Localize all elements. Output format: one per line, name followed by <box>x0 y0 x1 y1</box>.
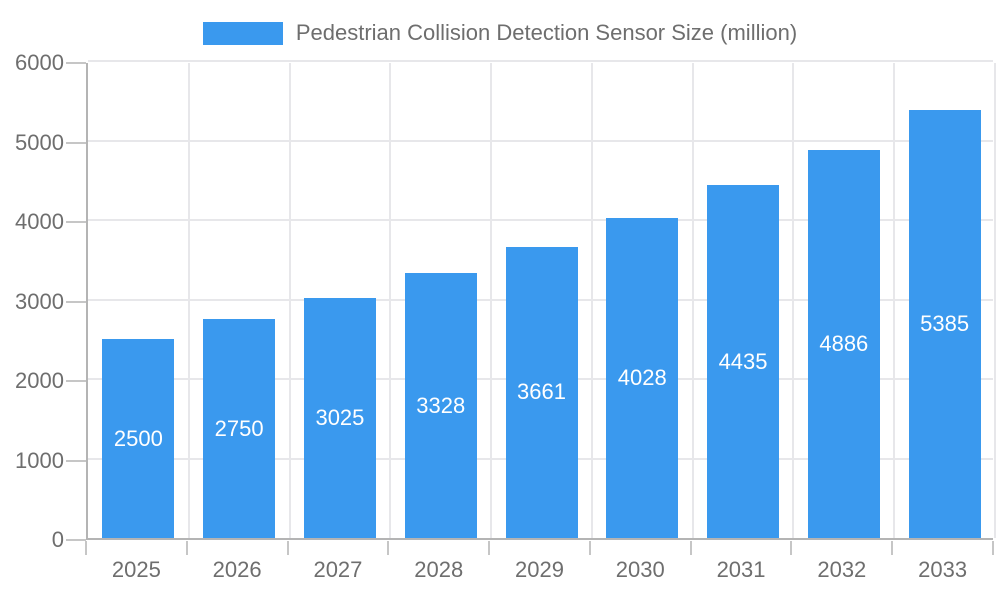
x-axis-tick <box>588 541 591 555</box>
y-axis-tick <box>66 380 86 382</box>
x-gridline <box>792 63 795 538</box>
y-axis-tick-label: 6000 <box>15 50 64 75</box>
y-axis-tick-label: 5000 <box>15 129 64 155</box>
x-gridline <box>994 63 996 538</box>
bar-value-label: 3025 <box>315 404 365 430</box>
y-axis-tick-label: 1000 <box>15 447 64 473</box>
x-gridline <box>187 63 190 538</box>
x-axis-tick <box>387 541 390 555</box>
x-gridline <box>691 63 694 538</box>
x-axis-tick <box>689 541 692 555</box>
bar-2033: 5385 <box>908 109 981 538</box>
x-axis-tick-label: 2025 <box>111 557 161 582</box>
bar-2032: 4886 <box>807 149 880 538</box>
y-axis-tick-label: 0 <box>51 527 64 552</box>
bar-2029: 3661 <box>505 246 578 538</box>
legend-label: Pedestrian Collision Detection Sensor Si… <box>295 20 798 45</box>
bar-value-label: 4886 <box>819 330 869 356</box>
y-axis-tick-label: 4000 <box>15 209 64 234</box>
x-axis-tick <box>790 541 793 555</box>
bar-2025: 2500 <box>102 339 175 538</box>
bar-value-label: 2750 <box>214 415 264 441</box>
x-axis-tick <box>992 541 994 555</box>
y-gridline <box>88 60 993 62</box>
y-axis-tick <box>66 62 86 64</box>
bar-2027: 3025 <box>303 297 376 538</box>
bar-value-label: 5385 <box>920 310 970 336</box>
x-axis-tick-label: 2032 <box>817 557 867 582</box>
y-axis-tick <box>66 459 86 462</box>
bar-value-label: 4435 <box>718 348 768 374</box>
x-axis-tick-label: 2033 <box>918 557 968 582</box>
bar-value-label: 2500 <box>113 425 163 451</box>
bar-value-label: 3661 <box>517 379 566 405</box>
y-axis-tick-label: 2000 <box>15 368 64 393</box>
bar-value-label: 3328 <box>416 392 466 418</box>
y-gridline <box>88 139 993 142</box>
x-gridline <box>490 63 493 538</box>
bar-2028: 3328 <box>404 273 477 538</box>
bar-2031: 4435 <box>707 185 780 538</box>
plot-area: 2500 2750 3025 3328 3661 4028 4435 4886 5385 <box>86 60 996 540</box>
x-axis-tick <box>488 541 491 555</box>
x-gridline <box>590 63 593 538</box>
y-axis-tick-label: 3000 <box>15 288 64 314</box>
legend-item[interactable]: Pedestrian Collision Detection Sensor Si… <box>0 20 1000 46</box>
x-gridline <box>288 63 291 538</box>
x-axis-tick-label: 2028 <box>414 557 464 582</box>
x-axis-tick-label: 2026 <box>212 557 262 582</box>
bar-value-label: 4028 <box>617 364 667 390</box>
x-axis-tick-label: 2030 <box>615 557 665 582</box>
y-axis-tick <box>66 300 86 303</box>
x-axis-tick-label: 2027 <box>313 557 363 582</box>
y-axis-tick <box>66 141 86 144</box>
x-axis-tick-label: 2029 <box>515 557 564 582</box>
x-axis-tick <box>891 541 894 555</box>
y-axis-tick <box>66 221 86 223</box>
x-axis-tick <box>85 541 87 555</box>
bar-2026: 2750 <box>203 319 276 538</box>
legend-swatch-icon <box>202 21 283 45</box>
y-axis-tick <box>66 539 86 541</box>
x-axis-tick-label: 2031 <box>716 557 766 582</box>
y-gridline <box>88 219 993 221</box>
x-gridline <box>893 63 896 538</box>
x-gridline <box>389 63 392 538</box>
bar-2030: 4028 <box>606 217 679 538</box>
x-axis-tick <box>185 541 188 555</box>
x-axis-tick <box>286 541 289 555</box>
